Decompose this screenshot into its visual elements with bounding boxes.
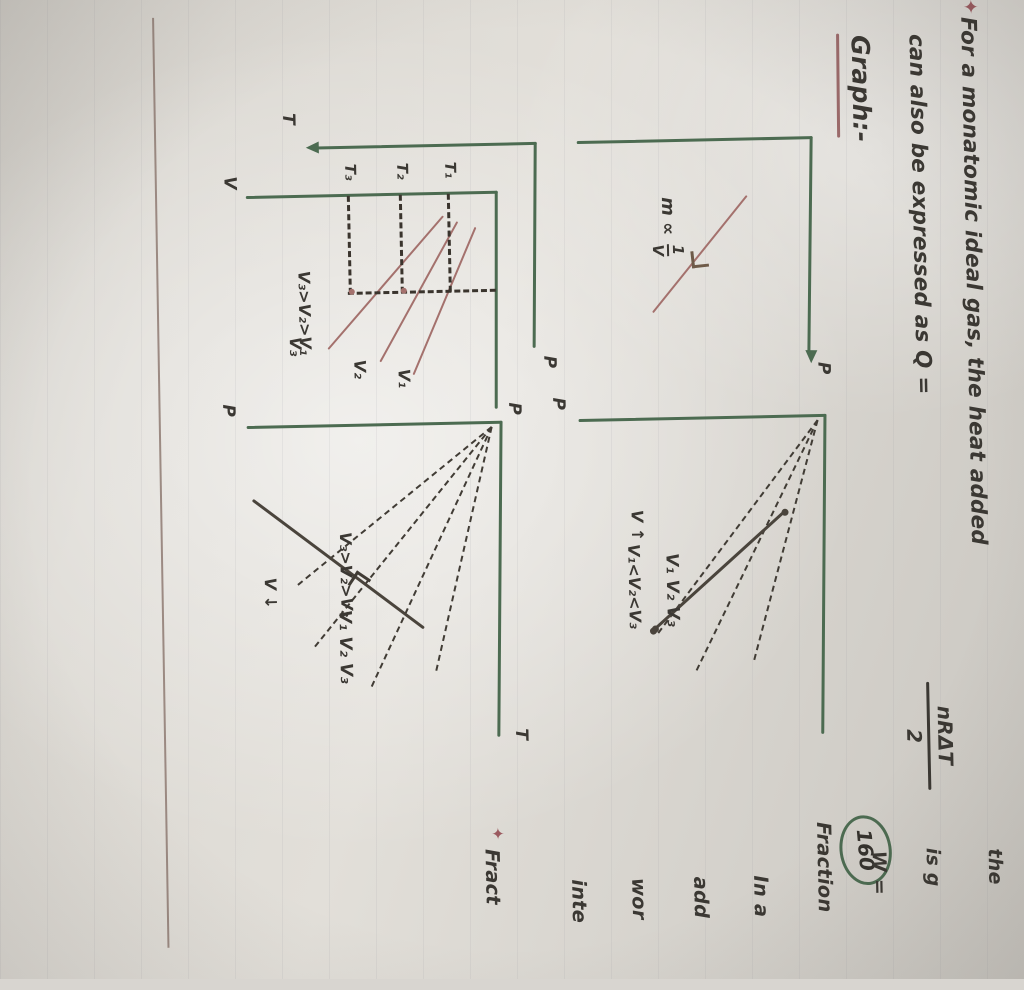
isochore-dashed-4	[297, 425, 493, 586]
isotherm-1	[412, 226, 477, 375]
projection-h-1	[446, 193, 452, 292]
y-axis	[576, 135, 813, 144]
isochore-dashed-2	[370, 425, 493, 687]
isochore-dashed-1	[753, 419, 819, 660]
volume-arrow-text: V	[627, 509, 647, 522]
tick-label-t3: T₃	[341, 163, 359, 180]
isochore-labels-text: V₁ V₂ V₃	[334, 609, 357, 684]
proportionality-denominator: V	[648, 243, 668, 256]
heading-underline	[836, 33, 841, 138]
isochore-inequality-text: V₃>V₂>V₃	[335, 531, 357, 617]
graph-pt-isochores-upper: P V₁ V₂ V₃ V₁<V₂<V₃ V ↑	[548, 397, 834, 758]
x-axis	[807, 135, 813, 352]
projection-h-3	[346, 195, 352, 294]
proportionality-annotation: m ∝ 1 V	[648, 196, 688, 256]
curve-label-v1-text: V₁	[394, 368, 414, 388]
isochore-labels: V₁ V₂ V₃	[334, 609, 356, 683]
proportionality-numerator: 1	[668, 243, 688, 255]
graph-tp-isochores-lower: T P V₁ V₂ V₃ V₃>V₂>V₃ V ↓	[218, 404, 531, 766]
isochore-labels-text: V₁ V₂ V₃	[661, 552, 683, 627]
curve-label-v2: V₂	[350, 359, 369, 379]
right-margin-line-1: the	[983, 847, 1007, 885]
right-margin-line-3: W =	[867, 850, 891, 895]
proportionality-fraction: 1 V	[648, 243, 688, 256]
graph-heading: Graph:-	[845, 34, 877, 143]
up-arrow-icon: ↑	[627, 527, 648, 541]
curve-direction-arrowhead-icon	[690, 249, 710, 268]
process-endpoint-start	[781, 508, 789, 516]
heat-formula-fraction: nRΔT 2	[902, 681, 959, 790]
projection-v-1	[347, 288, 496, 295]
isotherm-3	[327, 214, 444, 350]
y-axis-arrowhead-icon	[305, 141, 319, 154]
bullet-marker-icon: ✦	[958, 0, 982, 15]
x-axis-arrowhead-icon	[805, 349, 818, 363]
x-axis-top	[533, 141, 537, 348]
tick-label-t3-text: T₃	[341, 163, 360, 181]
body-line-1: For a monatomic ideal gas, the heat adde…	[955, 16, 992, 545]
bottom-text-fract: Fract	[480, 848, 505, 905]
proportionality-text: m ∝	[656, 196, 679, 235]
tick-label-t2: T₂	[393, 162, 411, 179]
formula-numerator: nRΔT	[932, 704, 958, 766]
bottom-text-fraction-heading: Fraction	[812, 821, 837, 913]
down-arrow-icon: ↓	[261, 594, 281, 609]
x-axis	[821, 413, 827, 734]
volume-arrow-text: V	[260, 576, 281, 590]
bottom-text-add: add	[689, 875, 714, 919]
isochore-dashed-2	[695, 419, 819, 671]
body-line-2: can also be expressed as Q =	[903, 33, 937, 395]
graph-pv-inverse: P m ∝ 1 V	[573, 135, 834, 441]
y-axis-label: P	[539, 354, 560, 368]
x-axis-label: T	[510, 727, 532, 740]
isochore-inequality: V₃>V₂>V₃	[336, 531, 357, 616]
intersection-dot-2	[348, 288, 355, 295]
x-axis-label: P	[504, 401, 525, 415]
formula-denominator: 2	[902, 728, 927, 743]
isochore-inequality-text: V₁<V₂<V₃	[624, 543, 645, 629]
bottom-text-inte: inte	[567, 878, 592, 923]
bottom-text-wor: wor	[627, 877, 652, 920]
isochore-labels: V₁ V₂ V₃	[661, 552, 683, 626]
y-axis-down	[314, 141, 537, 149]
isochore-inequality: V₁<V₂<V₃	[624, 543, 645, 628]
graph-pv-isotherms: V P T₁ T₂ T₃ V₁ V₂ V₃	[218, 161, 524, 426]
tick-label-t2-text: T₂	[393, 162, 412, 180]
x-axis-label: T	[278, 112, 299, 125]
bottom-text-in-a: In a	[749, 874, 774, 917]
intersection-dot-1	[400, 287, 407, 294]
isotherm-inequality: V₃>V₂>V₁	[294, 270, 315, 355]
projection-h-2	[398, 194, 404, 293]
y-axis-label: P	[548, 396, 569, 410]
bullet-marker-icon-2: ✦	[488, 826, 508, 840]
x-axis	[495, 190, 498, 409]
tick-label-t1: T₁	[441, 161, 459, 178]
isotherm-inequality-text: V₃>V₂>V₁	[294, 270, 316, 356]
horizontal-rule	[152, 17, 170, 948]
y-axis-label: V	[219, 175, 240, 190]
right-margin-line-2: is g	[921, 847, 945, 887]
volume-increase-arrow-label: V ↓	[261, 577, 281, 609]
x-axis	[497, 420, 503, 737]
curve-label-v1: V₁	[394, 368, 413, 388]
tick-label-t1-text: T₁	[441, 161, 460, 179]
process-endpoint-end	[649, 626, 658, 635]
curve-label-v2-text: V₂	[350, 358, 370, 379]
volume-increase-arrow-label: V ↑	[627, 509, 647, 541]
y-axis-label: P	[813, 361, 834, 375]
